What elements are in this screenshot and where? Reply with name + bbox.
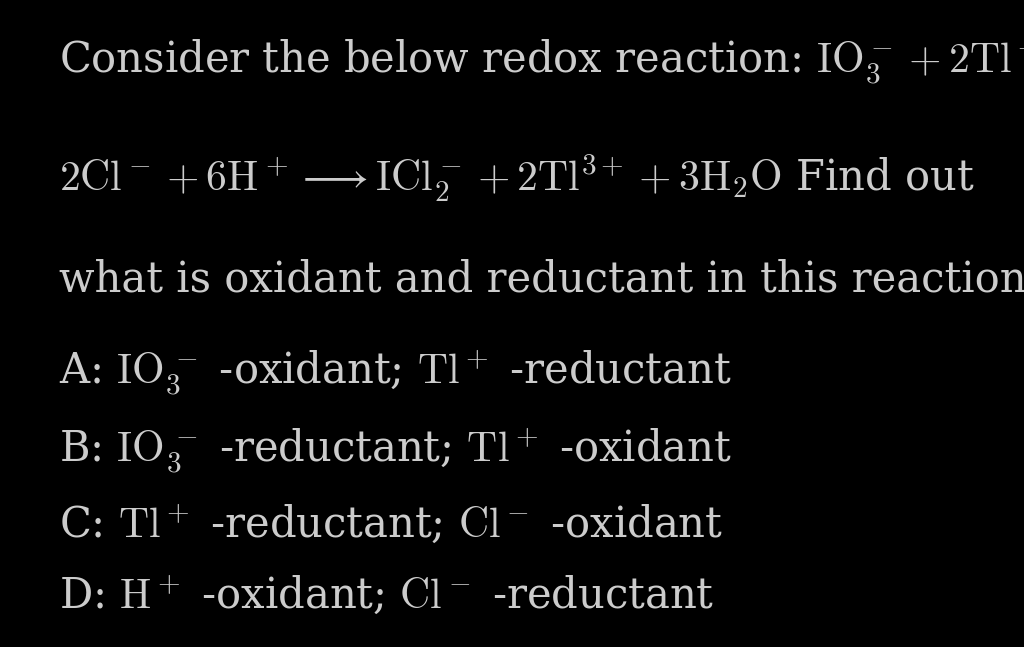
Text: Consider the below redox reaction: $\mathrm{IO_3^- + 2Tl^+ +}$: Consider the below redox reaction: $\mat… xyxy=(59,38,1024,87)
Text: B: $\mathrm{IO_3^{\,-}}$ -reductant; $\mathrm{Tl^+}$ -oxidant: B: $\mathrm{IO_3^{\,-}}$ -reductant; $\m… xyxy=(59,426,732,476)
Text: C: $\mathrm{Tl^+}$ -reductant; $\mathrm{Cl^-}$ -oxidant: C: $\mathrm{Tl^+}$ -reductant; $\mathrm{… xyxy=(59,503,724,547)
Text: A: $\mathrm{IO_3^{\,-}}$ -oxidant; $\mathrm{Tl^+}$ -reductant: A: $\mathrm{IO_3^{\,-}}$ -oxidant; $\mat… xyxy=(59,348,732,398)
Text: $\mathrm{2Cl^- + 6H^+ \longrightarrow ICl_2^- + 2Tl^{3+} + 3H_2O}$ Find out: $\mathrm{2Cl^- + 6H^+ \longrightarrow IC… xyxy=(59,152,975,204)
Text: D: $\mathrm{H^+}$ -oxidant; $\mathrm{Cl^-}$ -reductant: D: $\mathrm{H^+}$ -oxidant; $\mathrm{Cl^… xyxy=(59,575,715,618)
Text: what is oxidant and reductant in this reaction.: what is oxidant and reductant in this re… xyxy=(59,259,1024,301)
